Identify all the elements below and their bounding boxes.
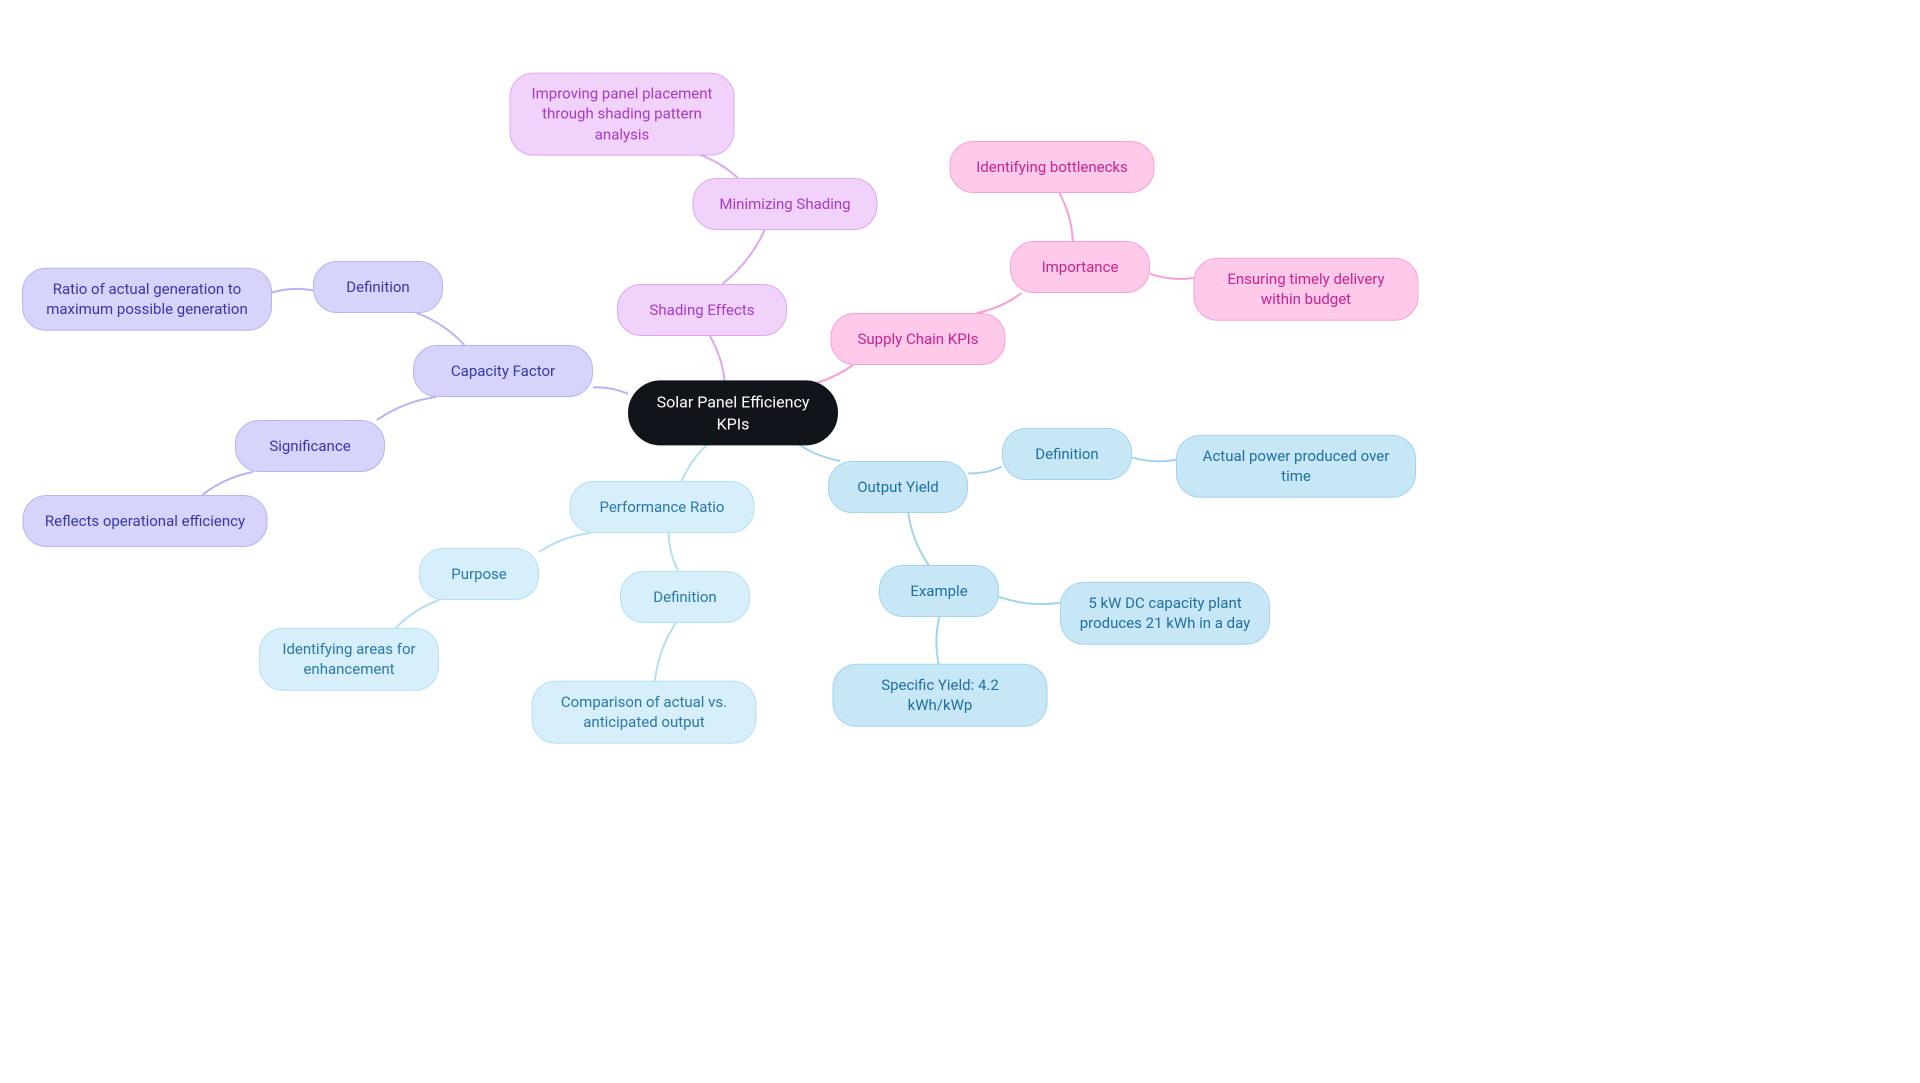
node-capf-significance: Significance bbox=[235, 420, 385, 472]
node-capf-significance-text: Reflects operational efficiency bbox=[23, 495, 268, 547]
edge bbox=[690, 152, 738, 179]
edge bbox=[908, 513, 929, 565]
node-perf-purpose: Purpose bbox=[419, 548, 539, 600]
edge bbox=[936, 617, 939, 669]
node-minimizing-shading: Minimizing Shading bbox=[693, 178, 878, 230]
node-output-definition-text: Actual power produced over time bbox=[1176, 435, 1416, 498]
node-capf-definition: Definition bbox=[313, 261, 443, 313]
edge bbox=[1132, 457, 1176, 461]
edge bbox=[999, 597, 1060, 604]
edge bbox=[272, 289, 313, 293]
node-output-example: Example bbox=[879, 565, 999, 617]
edge bbox=[722, 230, 764, 284]
node-capacity-factor: Capacity Factor bbox=[413, 345, 593, 397]
edge bbox=[593, 387, 628, 394]
node-perf-definition: Definition bbox=[620, 571, 750, 623]
edge bbox=[417, 313, 465, 345]
edge bbox=[669, 533, 679, 571]
edge bbox=[977, 293, 1022, 313]
edge bbox=[395, 600, 439, 629]
node-output-yield: Output Yield bbox=[828, 461, 968, 513]
node-performance-ratio: Performance Ratio bbox=[570, 481, 755, 533]
edge bbox=[1150, 274, 1194, 279]
node-shading-text: Improving panel placement through shadin… bbox=[510, 73, 735, 156]
node-perf-purpose-text: Identifying areas for enhancement bbox=[259, 628, 439, 691]
mindmap-canvas: Solar Panel Efficiency KPIs Capacity Fac… bbox=[0, 0, 1920, 1083]
edge bbox=[1059, 193, 1072, 241]
node-supply-delivery: Ensuring timely delivery within budget bbox=[1194, 258, 1419, 321]
edge bbox=[968, 467, 1002, 474]
edge bbox=[710, 336, 725, 387]
node-capf-definition-text: Ratio of actual generation to maximum po… bbox=[22, 268, 272, 331]
edge bbox=[202, 472, 253, 495]
node-output-definition: Definition bbox=[1002, 428, 1132, 480]
edge bbox=[539, 533, 591, 552]
node-output-example-2: Specific Yield: 4.2 kWh/kWp bbox=[833, 664, 1048, 727]
node-supply-bottlenecks: Identifying bottlenecks bbox=[950, 141, 1155, 193]
node-perf-definition-text: Comparison of actual vs. anticipated out… bbox=[532, 681, 757, 744]
node-shading-effects: Shading Effects bbox=[617, 284, 787, 336]
node-output-example-1: 5 kW DC capacity plant produces 21 kWh i… bbox=[1060, 582, 1270, 645]
edge bbox=[655, 623, 676, 682]
root-node: Solar Panel Efficiency KPIs bbox=[628, 380, 838, 445]
node-supply-chain: Supply Chain KPIs bbox=[831, 313, 1006, 365]
node-supply-importance: Importance bbox=[1010, 241, 1150, 293]
edge bbox=[377, 397, 436, 420]
